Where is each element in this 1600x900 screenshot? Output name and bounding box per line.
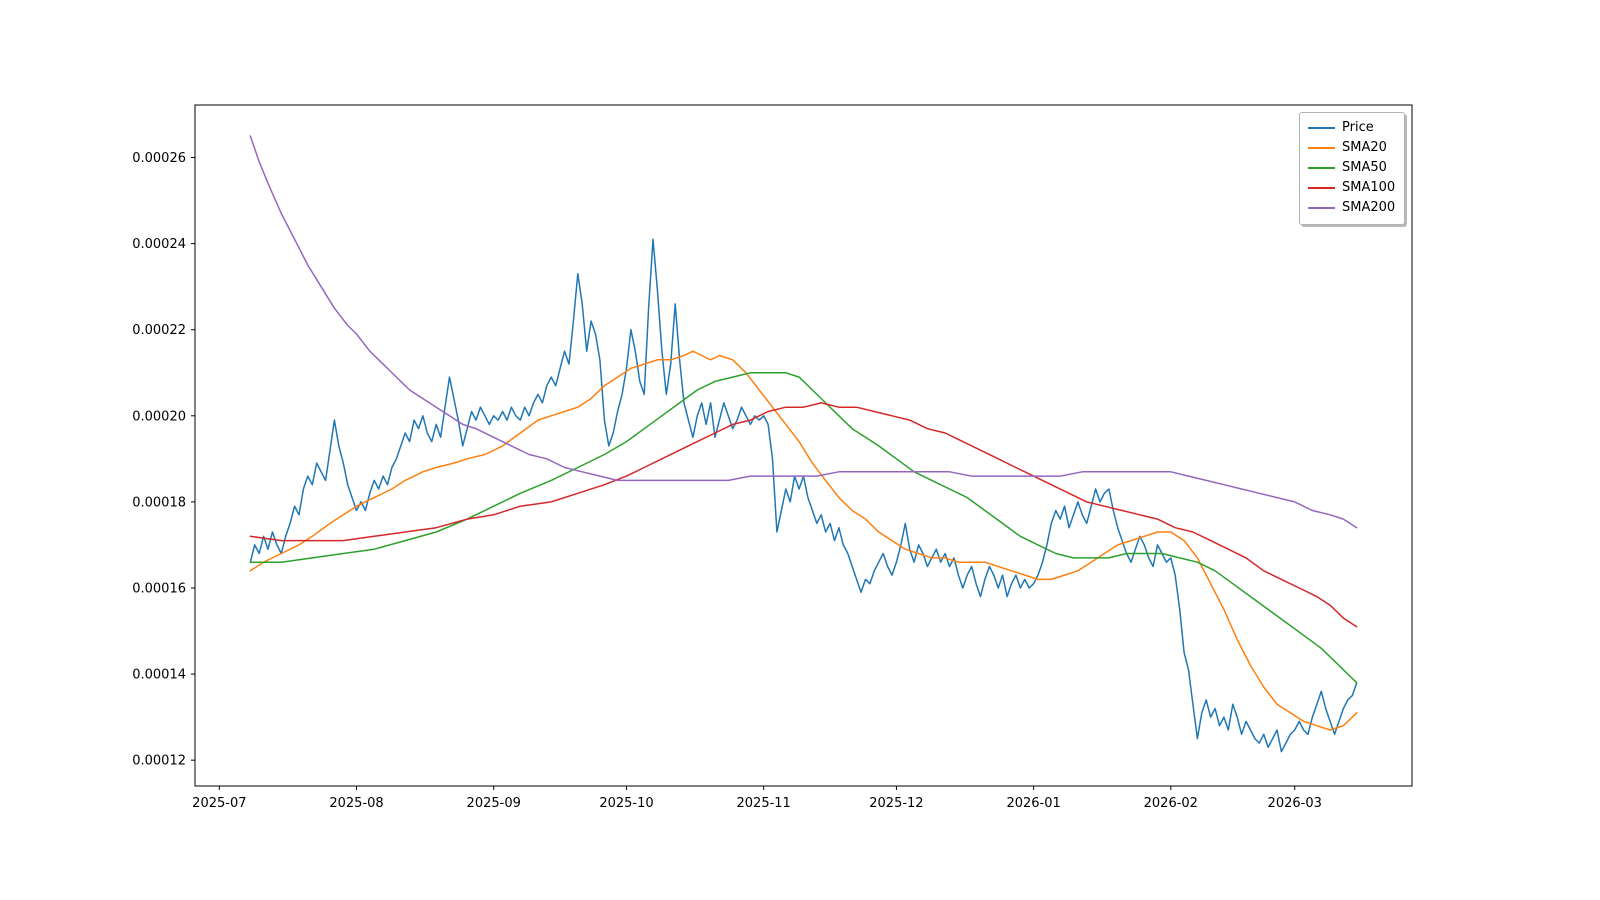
legend-label-sma50: SMA50 (1342, 160, 1387, 175)
legend-line-swatch-sma200 (1308, 207, 1335, 209)
legend-label-price: Price (1342, 120, 1374, 135)
legend-item-sma200: SMA200 (1308, 198, 1395, 218)
y-tick-label: 0.00018 (132, 495, 186, 510)
y-tick-label: 0.00016 (132, 581, 186, 596)
y-tick-label: 0.00014 (132, 668, 186, 683)
x-tick-label: 2025-09 (467, 796, 521, 811)
y-tick-label: 0.00026 (132, 151, 186, 166)
y-tick-label: 0.00024 (132, 237, 186, 252)
legend-label-sma200: SMA200 (1342, 200, 1396, 215)
legend: Price SMA20 SMA50 SMA100 SMA200 (1299, 112, 1406, 225)
x-tick-label: 2025-10 (599, 796, 653, 811)
legend-line-swatch-sma50 (1308, 167, 1335, 169)
y-tick-label: 0.00012 (132, 754, 186, 769)
series-line-sma50 (249, 372, 1358, 684)
y-tick-label: 0.00020 (132, 409, 186, 424)
axes-frame (194, 104, 1413, 787)
x-tick-label: 2026-01 (1006, 796, 1060, 811)
series-line-sma200 (249, 135, 1358, 529)
x-tick-label: 2026-02 (1144, 796, 1198, 811)
x-tick-label: 2026-03 (1268, 796, 1322, 811)
x-tick-label: 2025-11 (737, 796, 791, 811)
legend-item-sma50: SMA50 (1308, 158, 1395, 178)
series-line-sma20 (249, 350, 1358, 731)
legend-line-swatch-sma100 (1308, 187, 1335, 189)
series-line-price (249, 238, 1358, 753)
legend-item-sma100: SMA100 (1308, 178, 1395, 198)
x-tick-label: 2025-12 (869, 796, 923, 811)
x-tick-label: 2025-08 (329, 796, 383, 811)
legend-label-sma20: SMA20 (1342, 140, 1387, 155)
legend-line-swatch-price (1308, 127, 1335, 129)
x-tick-label: 2025-07 (192, 796, 246, 811)
legend-item-sma20: SMA20 (1308, 138, 1395, 158)
y-tick-label: 0.00022 (132, 323, 186, 338)
legend-line-swatch-sma20 (1308, 147, 1335, 149)
legend-item-price: Price (1308, 118, 1395, 138)
legend-label-sma100: SMA100 (1342, 180, 1396, 195)
series-line-sma100 (249, 402, 1358, 628)
